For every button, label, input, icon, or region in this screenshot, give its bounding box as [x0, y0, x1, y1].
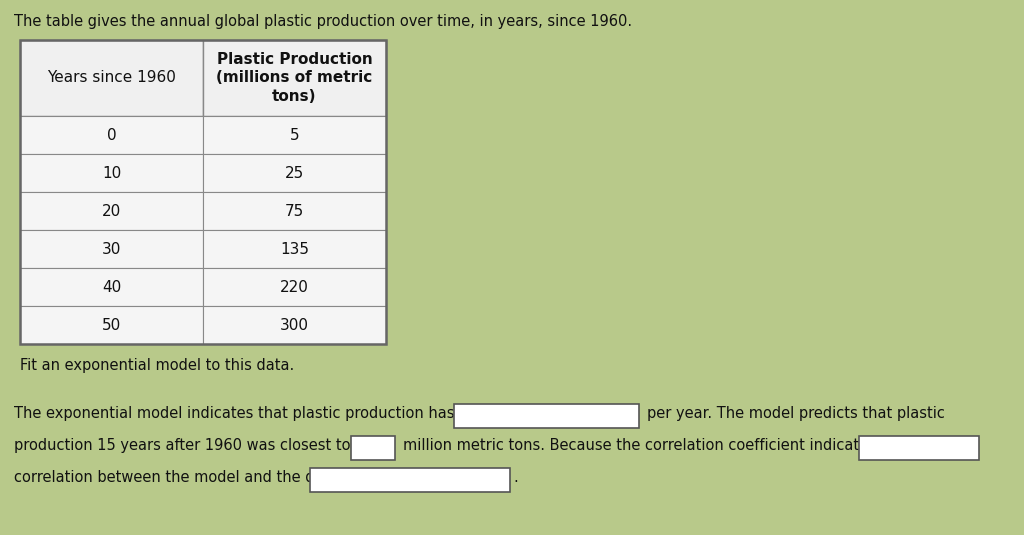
Text: million metric tons. Because the correlation coefficient indicates a: million metric tons. Because the correla… — [403, 438, 890, 453]
Text: 30: 30 — [101, 241, 121, 256]
Text: per year. The model predicts that plastic: per year. The model predicts that plasti… — [647, 406, 945, 421]
Bar — [203, 192, 386, 230]
Text: 50: 50 — [101, 317, 121, 332]
Bar — [20, 230, 203, 268]
Text: v: v — [624, 411, 631, 421]
Bar — [454, 404, 639, 428]
Text: 75: 75 — [285, 203, 304, 218]
Bar — [203, 154, 386, 192]
Text: 25: 25 — [285, 165, 304, 180]
Text: 5: 5 — [290, 127, 299, 142]
Text: v: v — [497, 475, 504, 485]
Bar — [351, 436, 395, 460]
Bar — [20, 268, 203, 306]
Text: 20: 20 — [101, 203, 121, 218]
Bar — [20, 40, 386, 344]
Text: Years since 1960: Years since 1960 — [47, 71, 176, 86]
Text: The table gives the annual global plastic production over time, in years, since : The table gives the annual global plasti… — [14, 14, 632, 29]
Text: production 15 years after 1960 was closest to: production 15 years after 1960 was close… — [14, 438, 350, 453]
Text: Plastic Production
(millions of metric
tons): Plastic Production (millions of metric t… — [216, 52, 373, 104]
Text: 0: 0 — [106, 127, 117, 142]
Bar — [20, 40, 203, 116]
Text: 220: 220 — [280, 279, 309, 294]
Bar — [20, 154, 203, 192]
Bar — [20, 306, 203, 344]
Text: correlation between the model and the data, this prediction: correlation between the model and the da… — [14, 470, 453, 485]
Text: The exponential model indicates that plastic production has: The exponential model indicates that pla… — [14, 406, 455, 421]
Bar — [20, 192, 203, 230]
Bar — [203, 230, 386, 268]
Bar — [203, 306, 386, 344]
Text: 10: 10 — [101, 165, 121, 180]
Bar — [203, 116, 386, 154]
Text: 300: 300 — [280, 317, 309, 332]
Text: v: v — [966, 443, 973, 453]
Bar — [203, 268, 386, 306]
Text: 40: 40 — [101, 279, 121, 294]
Bar — [310, 468, 510, 492]
Bar — [859, 436, 979, 460]
Bar — [20, 116, 203, 154]
Text: Fit an exponential model to this data.: Fit an exponential model to this data. — [20, 358, 294, 373]
Bar — [203, 40, 386, 116]
Text: .: . — [513, 470, 518, 485]
Text: v: v — [382, 443, 388, 453]
Text: 135: 135 — [280, 241, 309, 256]
